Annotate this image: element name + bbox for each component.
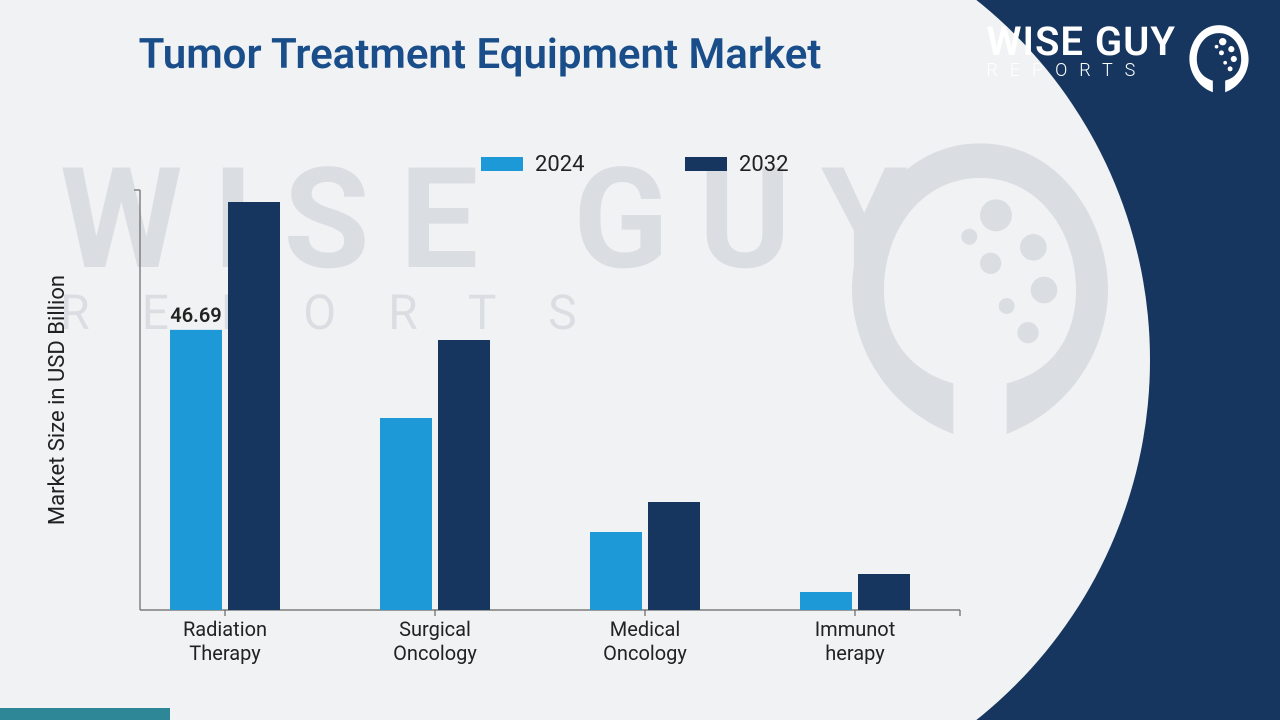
bar-2032 <box>228 202 280 610</box>
stage: WISE GUY REPORTS WISE GUY REPORTS Tumor … <box>0 0 1280 720</box>
bar-2024 <box>800 592 852 610</box>
bar-2032 <box>648 502 700 610</box>
x-axis-label: Radiation <box>183 617 267 641</box>
bar-2024 <box>170 330 222 610</box>
brand-head-icon <box>1182 22 1256 96</box>
legend-swatch <box>685 157 727 171</box>
bar-2032 <box>438 340 490 610</box>
bar-2032 <box>858 574 910 610</box>
x-axis-label: Surgical <box>399 617 471 641</box>
brand-top-text: WISE GUY <box>986 22 1176 62</box>
legend-label: 2032 <box>739 152 788 177</box>
x-axis-label: Immunot <box>815 617 896 641</box>
x-axis-label: Medical <box>610 617 680 641</box>
chart-svg: Market Size in USD Billion 2024 2032 Radiat… <box>30 130 990 690</box>
x-axis-label: Therapy <box>189 641 261 665</box>
legend-label: 2024 <box>535 152 584 177</box>
x-axis-label: Oncology <box>393 641 477 665</box>
x-axis-label: herapy <box>825 641 885 665</box>
chart: Market Size in USD Billion 2024 2032 Radiat… <box>30 130 990 690</box>
brand-logo: WISE GUY REPORTS <box>986 22 1256 96</box>
bar-value-label: 46.69 <box>170 303 221 327</box>
x-axis-label: Oncology <box>603 641 687 665</box>
y-axis-label: Market Size in USD Billion <box>45 275 70 525</box>
accent-bar <box>0 708 170 720</box>
bar-2024 <box>590 532 642 610</box>
legend-swatch <box>481 157 523 171</box>
bar-2024 <box>380 418 432 610</box>
chart-title: Tumor Treatment Equipment Market <box>0 30 960 79</box>
